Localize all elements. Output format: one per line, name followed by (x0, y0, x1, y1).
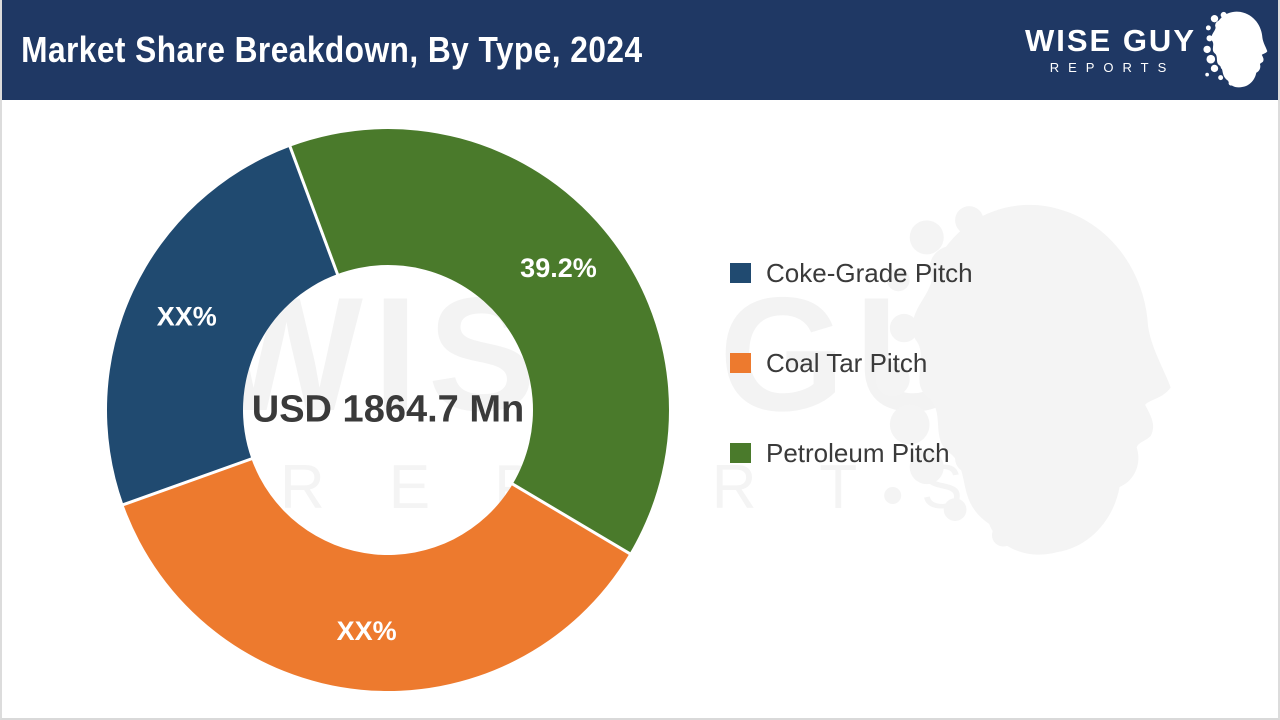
legend-label: Coke-Grade Pitch (766, 257, 973, 288)
header-bar: Market Share Breakdown, By Type, 2024 WI… (2, 0, 1278, 100)
slice-percentage-label: 39.2% (520, 253, 597, 283)
legend-item-petroleum-pitch: Petroleum Pitch (730, 438, 973, 468)
segment-separator (511, 482, 632, 556)
logo-wiseguy-label: WISE GUY (1024, 22, 1196, 58)
wiseguy-logo: WISE GUY REPORTS (1025, 0, 1270, 100)
segment-separator (288, 145, 340, 276)
donut-center-value: USD 1864.7 Mn (251, 388, 525, 431)
legend: Coke-Grade Pitch Coal Tar Pitch Petroleu… (730, 258, 973, 528)
legend-item-coal-tar-pitch: Coal Tar Pitch (730, 348, 973, 378)
legend-swatch-coal-tar-pitch (730, 353, 751, 373)
legend-label: Coal Tar Pitch (766, 347, 928, 378)
slice-percentage-label: XX% (157, 301, 217, 331)
logo-reports-label: REPORTS (1049, 59, 1176, 75)
legend-swatch-coke-grade-pitch (730, 263, 751, 283)
legend-swatch-petroleum-pitch (730, 443, 751, 463)
donut-segment-coal-tar-pitch (123, 458, 630, 692)
page-title: Market Share Breakdown, By Type, 2024 (21, 29, 643, 70)
legend-label: Petroleum Pitch (766, 437, 950, 468)
slice-percentage-label: XX% (337, 616, 397, 646)
donut-segment-coke-grade-pitch (107, 146, 338, 505)
wiseguy-face-icon (1202, 7, 1270, 93)
wiseguy-logo-text: WISE GUY REPORTS (1024, 22, 1196, 75)
donut-segment-petroleum-pitch (290, 129, 669, 554)
segment-separator (121, 457, 253, 507)
legend-item-coke-grade-pitch: Coke-Grade Pitch (730, 258, 973, 288)
